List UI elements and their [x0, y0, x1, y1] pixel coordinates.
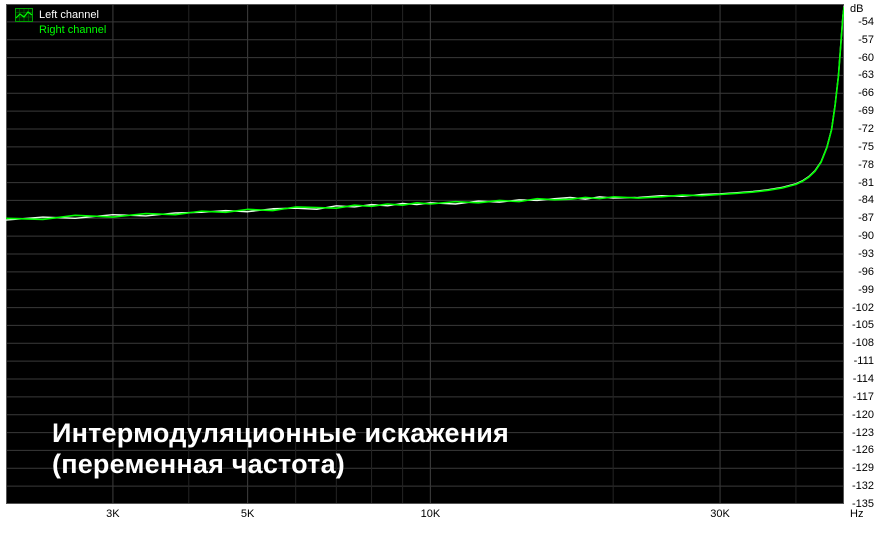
- y-tick-label: -60: [848, 52, 874, 64]
- y-tick-label: -102: [848, 302, 874, 314]
- y-tick-label: -72: [848, 123, 874, 135]
- y-tick-label: -108: [848, 337, 874, 349]
- legend-swatch-left: [15, 8, 33, 22]
- y-tick-label: -84: [848, 194, 874, 206]
- y-tick-label: -132: [848, 480, 874, 492]
- y-tick-label: -69: [848, 105, 874, 117]
- y-tick-label: -90: [848, 230, 874, 242]
- y-tick-label: -66: [848, 87, 874, 99]
- chart-stage: Left channel Right channel Интермодуляци…: [0, 0, 877, 538]
- legend-item-left: Left channel: [15, 8, 106, 22]
- x-tick-label: 3K: [106, 508, 119, 520]
- x-tick-label: 5K: [241, 508, 254, 520]
- y-tick-label: -114: [848, 373, 874, 385]
- y-tick-label: -81: [848, 177, 874, 189]
- y-tick-label: -123: [848, 427, 874, 439]
- y-tick-label: -63: [848, 69, 874, 81]
- y-tick-label: -87: [848, 212, 874, 224]
- x-tick-label: 10K: [421, 508, 441, 520]
- y-tick-label: -111: [848, 355, 874, 367]
- y-tick-label: -117: [848, 391, 874, 403]
- y-tick-label: -129: [848, 462, 874, 474]
- y-tick-label: -78: [848, 159, 874, 171]
- y-unit-label: dB: [850, 3, 863, 15]
- y-tick-label: -54: [848, 16, 874, 28]
- legend-item-right: Right channel: [15, 23, 106, 37]
- y-tick-label: -96: [848, 266, 874, 278]
- y-tick-label: -120: [848, 409, 874, 421]
- legend-swatch-right: [15, 23, 33, 37]
- legend: Left channel Right channel: [15, 8, 106, 37]
- y-tick-label: -135: [848, 498, 874, 510]
- y-tick-label: -99: [848, 284, 874, 296]
- legend-label-right: Right channel: [39, 24, 106, 36]
- y-tick-label: -75: [848, 141, 874, 153]
- y-tick-label: -57: [848, 34, 874, 46]
- x-tick-label: 30K: [710, 508, 730, 520]
- overlay-title: Интермодуляционные искажения (переменная…: [52, 418, 509, 480]
- y-tick-label: -126: [848, 444, 874, 456]
- y-tick-label: -105: [848, 319, 874, 331]
- legend-label-left: Left channel: [39, 9, 99, 21]
- y-tick-label: -93: [848, 248, 874, 260]
